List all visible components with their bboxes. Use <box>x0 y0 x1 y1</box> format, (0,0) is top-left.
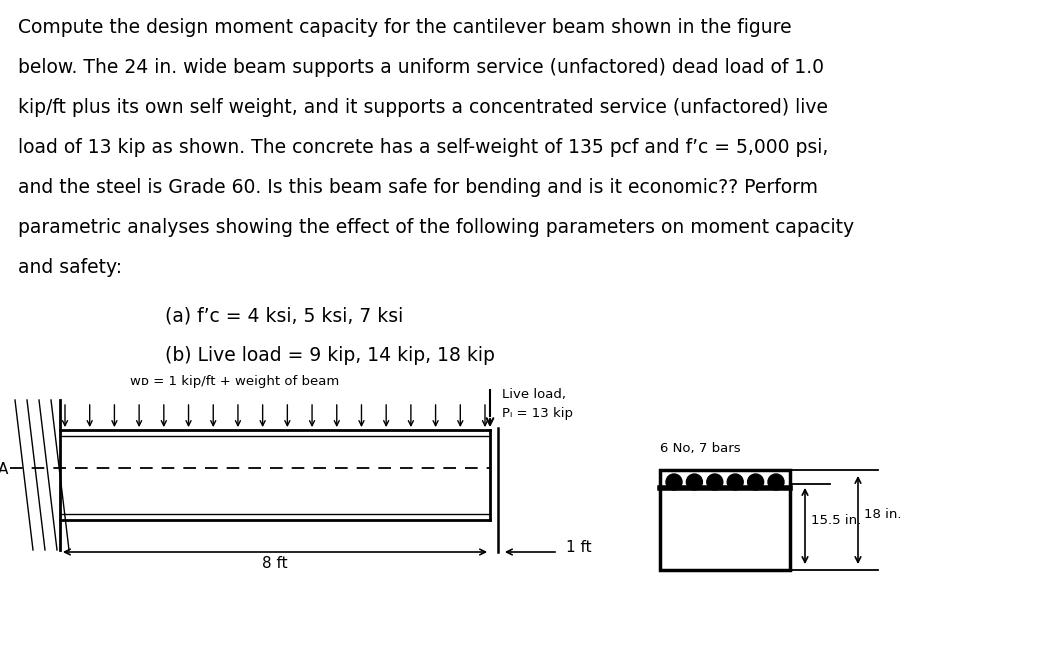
Text: 1 ft: 1 ft <box>566 541 592 555</box>
Text: (a) f’c = 4 ksi, 5 ksi, 7 ksi: (a) f’c = 4 ksi, 5 ksi, 7 ksi <box>165 306 404 325</box>
Text: (b) Live load = 9 kip, 14 kip, 18 kip: (b) Live load = 9 kip, 14 kip, 18 kip <box>165 346 495 365</box>
Text: wᴅ = 1 kip/ft + weight of beam: wᴅ = 1 kip/ft + weight of beam <box>130 375 339 388</box>
Circle shape <box>768 474 784 490</box>
Text: kip/ft plus its own self weight, and it supports a concentrated service (unfacto: kip/ft plus its own self weight, and it … <box>18 98 828 117</box>
Circle shape <box>686 474 702 490</box>
Text: below. The 24 in. wide beam supports a uniform service (unfactored) dead load of: below. The 24 in. wide beam supports a u… <box>18 58 824 77</box>
Text: Live load,: Live load, <box>502 388 566 401</box>
Text: Compute the design moment capacity for the cantilever beam shown in the figure: Compute the design moment capacity for t… <box>18 18 791 37</box>
Bar <box>660 470 790 570</box>
Text: parametric analyses showing the effect of the following parameters on moment cap: parametric analyses showing the effect o… <box>18 218 854 237</box>
Text: A: A <box>0 462 8 477</box>
Circle shape <box>727 474 743 490</box>
Text: and the steel is Grade 60. Is this beam safe for bending and is it economic?? Pe: and the steel is Grade 60. Is this beam … <box>18 178 818 197</box>
Circle shape <box>666 474 682 490</box>
Text: 15.5 in.: 15.5 in. <box>811 513 861 527</box>
Text: load of 13 kip as shown. The concrete has a self-weight of 135 pcf and f’c = 5,0: load of 13 kip as shown. The concrete ha… <box>18 138 828 157</box>
Circle shape <box>707 474 723 490</box>
Text: 8 ft: 8 ft <box>262 556 288 571</box>
Text: and safety:: and safety: <box>18 258 122 277</box>
Text: 6 No, 7 bars: 6 No, 7 bars <box>660 442 740 455</box>
Circle shape <box>748 474 764 490</box>
Text: 18 in.: 18 in. <box>864 507 902 521</box>
Text: Pₗ = 13 kip: Pₗ = 13 kip <box>502 407 573 420</box>
